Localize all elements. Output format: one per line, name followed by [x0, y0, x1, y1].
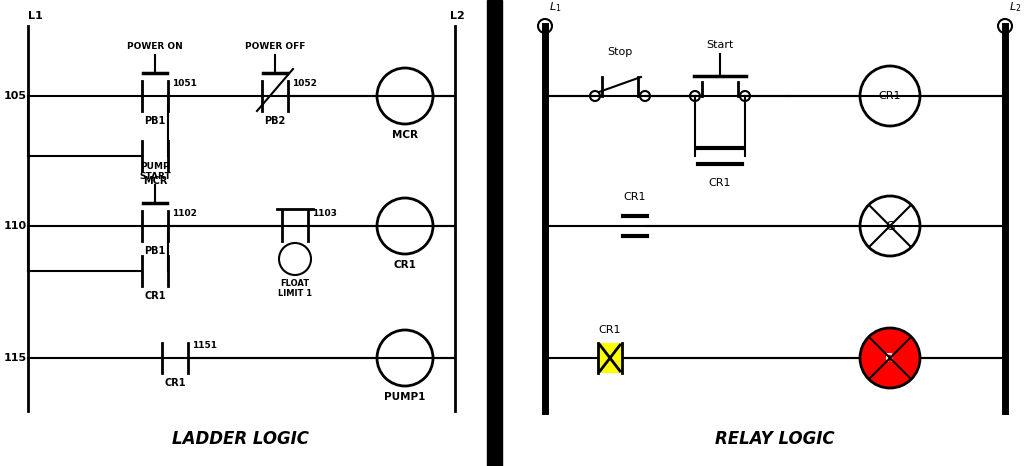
Text: RELAY LOGIC: RELAY LOGIC: [715, 430, 835, 448]
Text: LADDER LOGIC: LADDER LOGIC: [171, 430, 308, 448]
Text: PUMP
START: PUMP START: [139, 162, 171, 181]
Text: 1102: 1102: [172, 209, 197, 218]
Text: CR1: CR1: [599, 325, 622, 335]
Text: CR1: CR1: [624, 192, 646, 202]
Text: $L_1$: $L_1$: [549, 0, 561, 14]
Text: 110: 110: [4, 221, 27, 231]
Text: L1: L1: [28, 11, 43, 21]
Text: MCR: MCR: [392, 130, 418, 140]
Text: Start: Start: [707, 40, 733, 50]
Text: MCR: MCR: [142, 176, 167, 186]
Text: Stop: Stop: [607, 47, 633, 57]
Circle shape: [690, 91, 700, 101]
Text: 115: 115: [4, 353, 27, 363]
Circle shape: [998, 19, 1012, 33]
Text: CR1: CR1: [164, 378, 185, 388]
Text: CR1: CR1: [709, 178, 731, 188]
Text: $L_2$: $L_2$: [1009, 0, 1021, 14]
Text: 1052: 1052: [292, 79, 316, 88]
Circle shape: [860, 328, 920, 388]
Text: CR1: CR1: [393, 260, 417, 270]
Text: PB1: PB1: [144, 116, 166, 126]
Bar: [487, 0, 502, 466]
Text: 1151: 1151: [193, 341, 217, 350]
Circle shape: [590, 91, 600, 101]
Circle shape: [740, 91, 750, 101]
Circle shape: [640, 91, 650, 101]
Text: PB1: PB1: [144, 246, 166, 256]
Text: R: R: [885, 351, 895, 364]
Text: L2: L2: [450, 11, 465, 21]
Text: 1051: 1051: [172, 79, 197, 88]
Text: CR1: CR1: [144, 291, 166, 301]
Circle shape: [538, 19, 552, 33]
Text: POWER ON: POWER ON: [127, 42, 183, 51]
Text: CR1: CR1: [879, 91, 901, 101]
Text: G: G: [885, 219, 895, 233]
Text: PB2: PB2: [264, 116, 286, 126]
Text: FLOAT
LIMIT 1: FLOAT LIMIT 1: [278, 279, 312, 298]
Text: POWER OFF: POWER OFF: [245, 42, 305, 51]
Bar: [598, 343, 622, 373]
Text: PUMP1: PUMP1: [384, 392, 426, 402]
Text: 105: 105: [4, 91, 27, 101]
Text: 1103: 1103: [312, 209, 337, 218]
